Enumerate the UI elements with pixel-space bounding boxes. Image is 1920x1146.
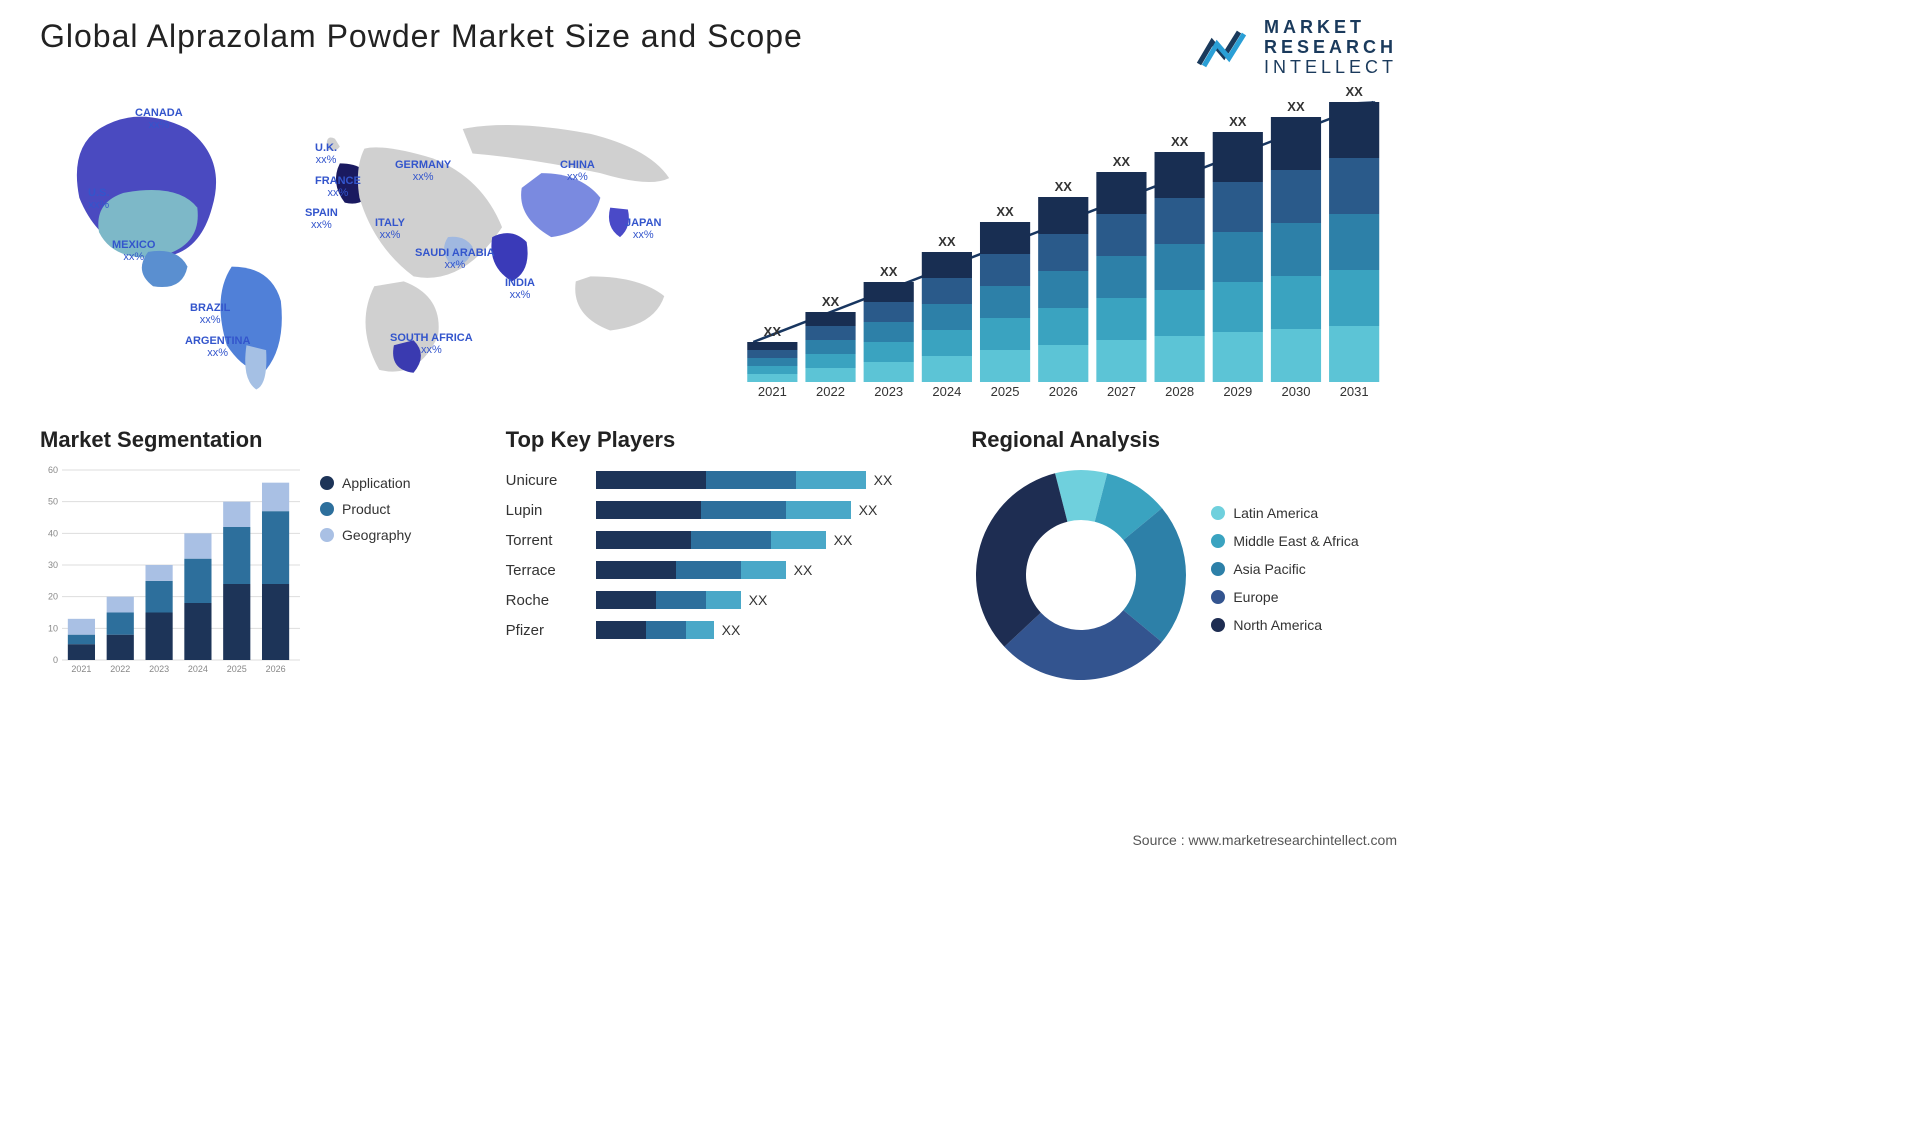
svg-text:60: 60 [48, 465, 58, 475]
player-row-pfizer: XX [596, 615, 932, 645]
player-label-lupin: Lupin [506, 495, 586, 525]
players-chart: XXXXXXXXXXXX [596, 465, 932, 645]
reg-legend-asia-pacific: Asia Pacific [1211, 561, 1358, 577]
player-label-pfizer: Pfizer [506, 615, 586, 645]
seg-legend-product: Product [320, 501, 411, 517]
player-row-roche: XX [596, 585, 932, 615]
svg-text:2022: 2022 [110, 664, 130, 674]
svg-text:XX: XX [821, 294, 839, 309]
map-label-italy: ITALYxx% [375, 217, 405, 241]
reg-legend-north-america: North America [1211, 617, 1358, 633]
svg-text:2025: 2025 [990, 384, 1019, 397]
svg-text:2023: 2023 [874, 384, 903, 397]
growth-chart: 2021 XX 2022 XX 2023 XX 2024 XX 2025 XX 2026 XX 2027… [729, 87, 1398, 397]
seg-legend-geography: Geography [320, 527, 411, 543]
svg-text:XX: XX [1287, 99, 1305, 114]
svg-text:XX: XX [1170, 134, 1188, 149]
svg-text:XX: XX [1229, 114, 1247, 129]
world-map-panel: CANADAxx% U.S.xx% MEXICOxx% BRAZILxx% ARGENT… [40, 87, 709, 397]
regional-legend: Latin America Middle East & Africa Asia Pa… [1211, 505, 1358, 645]
map-label-uk: U.K.xx% [315, 142, 337, 166]
svg-text:2027: 2027 [1106, 384, 1135, 397]
map-label-mexico: MEXICOxx% [112, 239, 155, 263]
source-text: Source : www.marketresearchintellect.com [1132, 832, 1397, 848]
map-label-southafrica: SOUTH AFRICAxx% [390, 332, 473, 356]
svg-text:10: 10 [48, 624, 58, 634]
player-row-terrace: XX [596, 555, 932, 585]
header: Global Alprazolam Powder Market Size and… [0, 0, 1437, 77]
segmentation-chart: 0 10 20 30 40 50 60 2021 2022 2023 2024 2025 2026 [40, 465, 300, 675]
svg-text:XX: XX [938, 234, 956, 249]
svg-text:40: 40 [48, 529, 58, 539]
player-label-roche: Roche [506, 585, 586, 615]
svg-text:2026: 2026 [1048, 384, 1077, 397]
map-label-france: FRANCExx% [315, 175, 361, 199]
page-title: Global Alprazolam Powder Market Size and… [40, 18, 803, 55]
map-label-canada: CANADAxx% [135, 107, 183, 131]
svg-text:30: 30 [48, 560, 58, 570]
logo-text: MARKET RESEARCH INTELLECT [1264, 18, 1397, 77]
svg-text:XX: XX [1345, 87, 1363, 99]
svg-text:2028: 2028 [1165, 384, 1194, 397]
brand-logo: MARKET RESEARCH INTELLECT [1194, 18, 1397, 77]
segmentation-panel: Market Segmentation 0 10 20 30 40 50 60 2021 202… [40, 427, 466, 685]
svg-text:2030: 2030 [1281, 384, 1310, 397]
segmentation-legend: Application Product Geography [320, 465, 411, 675]
players-title: Top Key Players [506, 427, 932, 453]
svg-text:XX: XX [1054, 179, 1072, 194]
map-label-germany: GERMANYxx% [395, 159, 451, 183]
reg-legend-latin-america: Latin America [1211, 505, 1358, 521]
segmentation-title: Market Segmentation [40, 427, 466, 453]
map-label-spain: SPAINxx% [305, 207, 338, 231]
player-label-terrace: Terrace [506, 555, 586, 585]
svg-text:2021: 2021 [71, 664, 91, 674]
svg-text:2031: 2031 [1339, 384, 1368, 397]
map-label-brazil: BRAZILxx% [190, 302, 230, 326]
svg-text:2029: 2029 [1223, 384, 1252, 397]
player-label-unicure: Unicure [506, 465, 586, 495]
logo-icon [1194, 24, 1254, 72]
regional-donut [971, 465, 1191, 685]
svg-text:0: 0 [53, 655, 58, 665]
map-label-us: U.S.xx% [88, 187, 109, 211]
players-labels: UnicureLupinTorrentTerraceRochePfizer [506, 465, 586, 645]
reg-legend-europe: Europe [1211, 589, 1358, 605]
map-label-argentina: ARGENTINAxx% [185, 335, 250, 359]
svg-text:XX: XX [996, 204, 1014, 219]
reg-legend-middle-east---africa: Middle East & Africa [1211, 533, 1358, 549]
regional-panel: Regional Analysis Latin America Middle Ea… [971, 427, 1397, 685]
player-label-torrent: Torrent [506, 525, 586, 555]
svg-text:2024: 2024 [932, 384, 961, 397]
regional-title: Regional Analysis [971, 427, 1397, 453]
player-row-unicure: XX [596, 465, 932, 495]
players-panel: Top Key Players UnicureLupinTorrentTerra… [506, 427, 932, 685]
svg-text:50: 50 [48, 497, 58, 507]
seg-legend-application: Application [320, 475, 411, 491]
svg-text:20: 20 [48, 592, 58, 602]
svg-text:2024: 2024 [188, 664, 208, 674]
svg-text:2021: 2021 [757, 384, 786, 397]
map-label-saudiarabia: SAUDI ARABIAxx% [415, 247, 495, 271]
svg-text:XX: XX [763, 324, 781, 339]
svg-text:2025: 2025 [227, 664, 247, 674]
map-label-japan: JAPANxx% [625, 217, 661, 241]
svg-text:2023: 2023 [149, 664, 169, 674]
map-label-india: INDIAxx% [505, 277, 535, 301]
svg-text:2022: 2022 [816, 384, 845, 397]
svg-text:XX: XX [880, 264, 898, 279]
player-row-lupin: XX [596, 495, 932, 525]
player-row-torrent: XX [596, 525, 932, 555]
svg-text:XX: XX [1112, 154, 1130, 169]
map-label-china: CHINAxx% [560, 159, 595, 183]
svg-text:2026: 2026 [266, 664, 286, 674]
